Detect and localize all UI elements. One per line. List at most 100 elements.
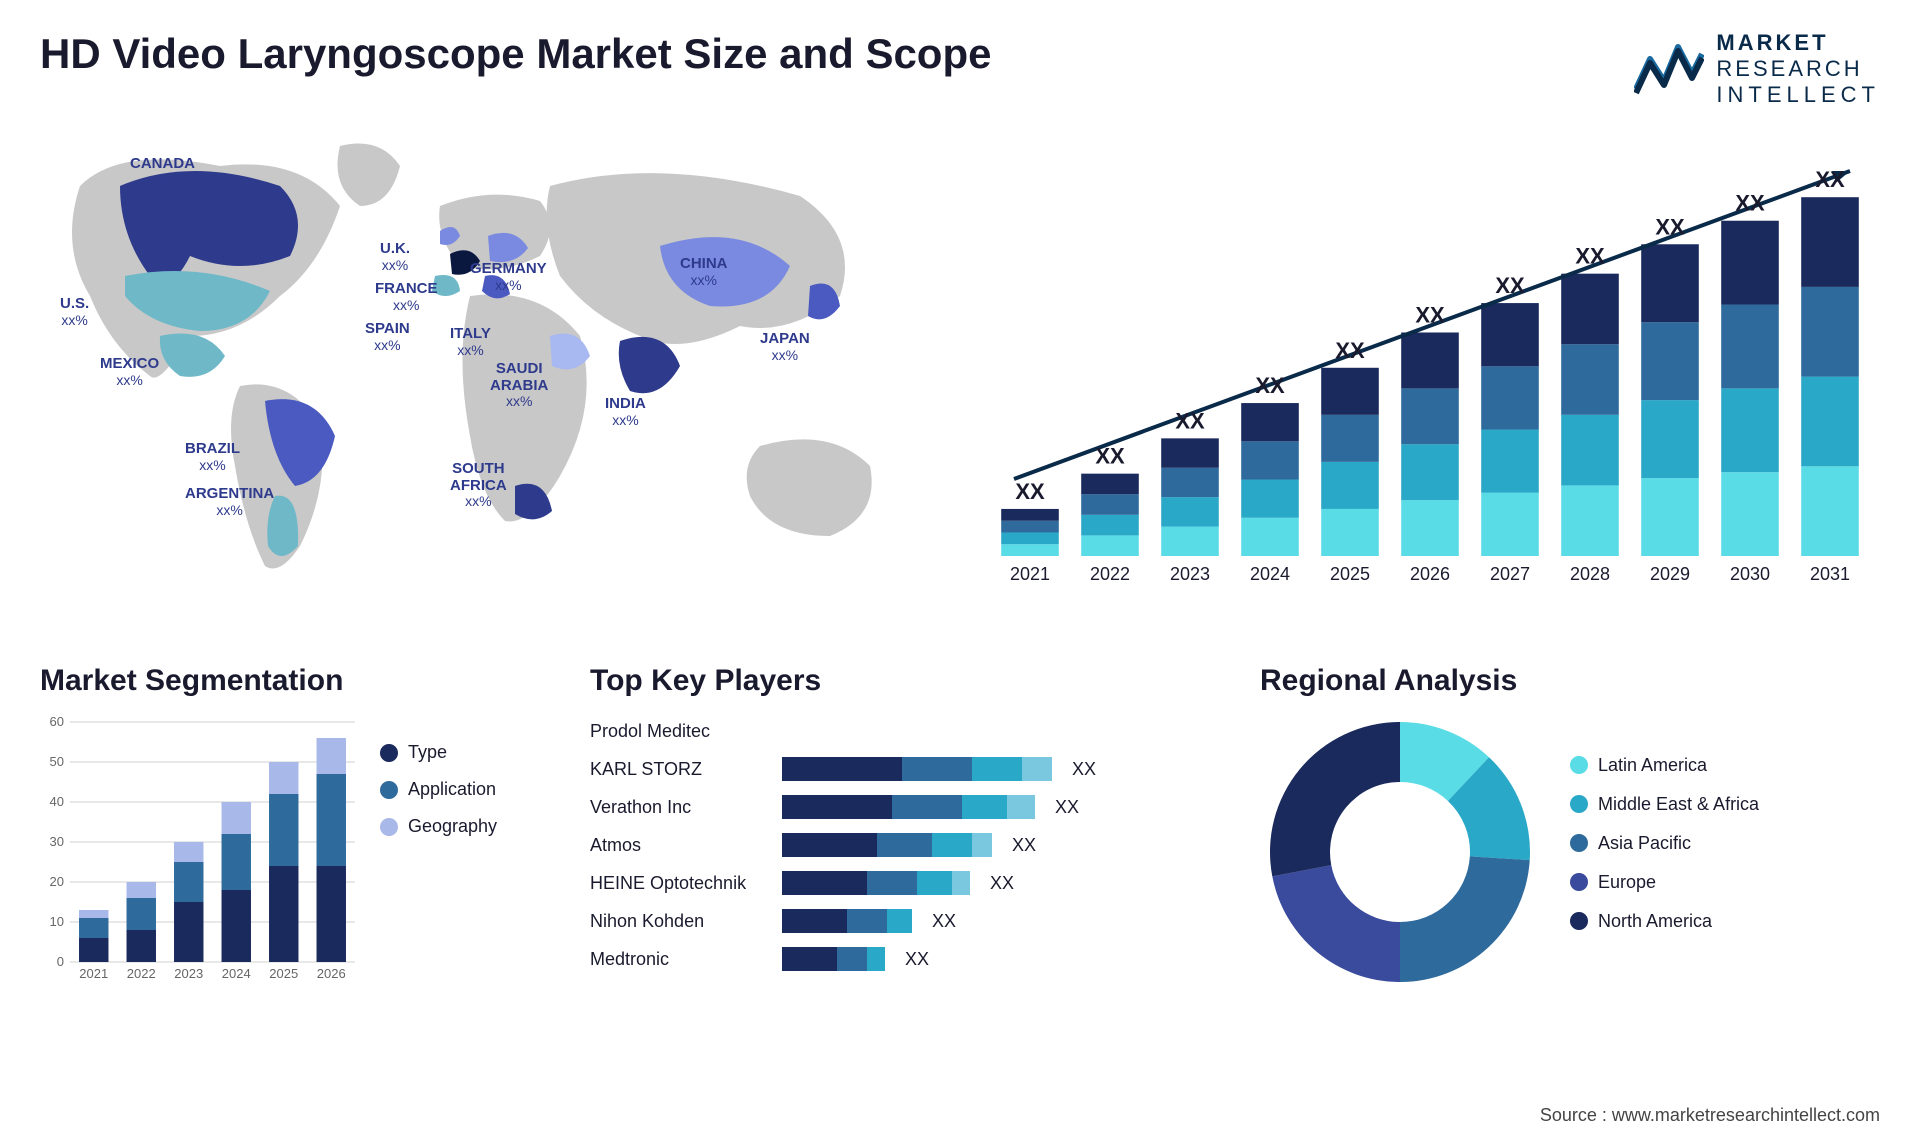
player-value: XX bbox=[932, 911, 956, 932]
legend-dot-icon bbox=[380, 781, 398, 799]
map-label: ITALYxx% bbox=[450, 326, 491, 359]
map-label: SAUDIARABIAxx% bbox=[490, 361, 548, 411]
map-label: FRANCExx% bbox=[375, 281, 438, 314]
player-row: AtmosXX bbox=[590, 826, 1230, 864]
svg-text:10: 10 bbox=[50, 914, 64, 929]
legend-label: Asia Pacific bbox=[1598, 833, 1691, 854]
svg-text:XX: XX bbox=[1095, 444, 1125, 469]
legend-item: Asia Pacific bbox=[1570, 833, 1759, 854]
player-bar-segment bbox=[867, 947, 885, 971]
player-bar-segment bbox=[932, 833, 972, 857]
svg-text:XX: XX bbox=[1175, 408, 1205, 433]
player-bar-segment bbox=[867, 871, 917, 895]
svg-text:XX: XX bbox=[1255, 373, 1285, 398]
player-bar-segment bbox=[782, 795, 892, 819]
player-name: Medtronic bbox=[590, 949, 770, 970]
player-bar bbox=[782, 757, 1052, 781]
player-value: XX bbox=[905, 949, 929, 970]
svg-text:2026: 2026 bbox=[317, 966, 346, 981]
players-list: Prodol Meditec KARL STORZXXVerathon IncXX… bbox=[590, 712, 1230, 978]
players-heading: Top Key Players bbox=[590, 664, 1230, 698]
legend-item: Latin America bbox=[1570, 755, 1759, 776]
brand-logo: MARKET RESEARCH INTELLECT bbox=[1634, 30, 1880, 108]
svg-text:2021: 2021 bbox=[1010, 564, 1050, 584]
legend-item: North America bbox=[1570, 911, 1759, 932]
regional-heading: Regional Analysis bbox=[1260, 664, 1860, 698]
legend-item: Geography bbox=[380, 816, 497, 837]
legend-item: Europe bbox=[1570, 872, 1759, 893]
player-name: Prodol Meditec bbox=[590, 721, 770, 742]
player-bar-segment bbox=[847, 909, 887, 933]
svg-text:2025: 2025 bbox=[1330, 564, 1370, 584]
legend-label: Middle East & Africa bbox=[1598, 794, 1759, 815]
player-bar bbox=[782, 795, 1035, 819]
svg-text:30: 30 bbox=[50, 834, 64, 849]
map-label: U.S.xx% bbox=[60, 296, 89, 329]
map-label: MEXICOxx% bbox=[100, 356, 159, 389]
svg-text:2026: 2026 bbox=[1410, 564, 1450, 584]
player-bar-segment bbox=[877, 833, 932, 857]
player-bar bbox=[782, 909, 912, 933]
player-value: XX bbox=[1072, 759, 1096, 780]
svg-text:XX: XX bbox=[1575, 244, 1605, 269]
player-bar-segment bbox=[902, 757, 972, 781]
growth-chart-panel: 2021 XX 2022 XX 2023 XX 2024 XX 2025 XX 2026 XX 2027… bbox=[980, 126, 1880, 646]
player-bar-segment bbox=[972, 757, 1022, 781]
svg-text:2024: 2024 bbox=[1250, 564, 1290, 584]
player-row: Verathon IncXX bbox=[590, 788, 1230, 826]
player-bar-segment bbox=[782, 871, 867, 895]
map-label: SOUTHAFRICAxx% bbox=[450, 461, 507, 511]
players-panel: Top Key Players Prodol Meditec KARL STORZ… bbox=[590, 664, 1230, 992]
player-bar-segment bbox=[1022, 757, 1052, 781]
player-bar-segment bbox=[972, 833, 992, 857]
svg-text:2022: 2022 bbox=[1090, 564, 1130, 584]
svg-text:0: 0 bbox=[57, 954, 64, 969]
legend-dot-icon bbox=[1570, 756, 1588, 774]
svg-text:2027: 2027 bbox=[1490, 564, 1530, 584]
player-bar-segment bbox=[837, 947, 867, 971]
svg-text:2023: 2023 bbox=[1170, 564, 1210, 584]
map-label: SPAINxx% bbox=[365, 321, 410, 354]
svg-text:XX: XX bbox=[1415, 302, 1445, 327]
svg-text:2025: 2025 bbox=[269, 966, 298, 981]
map-label: INDIAxx% bbox=[605, 396, 646, 429]
svg-text:2028: 2028 bbox=[1570, 564, 1610, 584]
player-bar-segment bbox=[782, 757, 902, 781]
legend-label: Application bbox=[408, 779, 496, 800]
player-bar bbox=[782, 833, 992, 857]
player-bar bbox=[782, 947, 885, 971]
player-bar-segment bbox=[962, 795, 1007, 819]
player-bar-segment bbox=[887, 909, 912, 933]
regional-legend: Latin America Middle East & Africa Asia Pa… bbox=[1570, 755, 1759, 950]
player-row: KARL STORZXX bbox=[590, 750, 1230, 788]
player-bar-segment bbox=[782, 833, 877, 857]
svg-text:XX: XX bbox=[1495, 273, 1525, 298]
player-bar-segment bbox=[782, 947, 837, 971]
logo-icon bbox=[1634, 39, 1704, 99]
svg-text:2023: 2023 bbox=[174, 966, 203, 981]
svg-text:2030: 2030 bbox=[1730, 564, 1770, 584]
svg-text:XX: XX bbox=[1655, 214, 1685, 239]
legend-item: Type bbox=[380, 742, 497, 763]
logo-line1: MARKET bbox=[1716, 30, 1880, 56]
legend-dot-icon bbox=[1570, 873, 1588, 891]
player-row: Prodol Meditec bbox=[590, 712, 1230, 750]
player-bar-segment bbox=[1007, 795, 1035, 819]
svg-text:2029: 2029 bbox=[1650, 564, 1690, 584]
player-row: Medtronic XX bbox=[590, 940, 1230, 978]
svg-text:XX: XX bbox=[1015, 479, 1045, 504]
player-bar-segment bbox=[782, 909, 847, 933]
legend-label: Europe bbox=[1598, 872, 1656, 893]
source-text: Source : www.marketresearchintellect.com bbox=[1540, 1105, 1880, 1126]
map-label: CHINAxx% bbox=[680, 256, 728, 289]
svg-text:40: 40 bbox=[50, 794, 64, 809]
legend-item: Middle East & Africa bbox=[1570, 794, 1759, 815]
player-value: XX bbox=[1055, 797, 1079, 818]
segmentation-heading: Market Segmentation bbox=[40, 664, 560, 698]
logo-line3: INTELLECT bbox=[1716, 82, 1880, 108]
svg-text:2022: 2022 bbox=[127, 966, 156, 981]
map-label: ARGENTINAxx% bbox=[185, 486, 274, 519]
page-title: HD Video Laryngoscope Market Size and Sc… bbox=[40, 30, 991, 78]
player-value: XX bbox=[990, 873, 1014, 894]
map-label: CANADAxx% bbox=[130, 156, 195, 189]
